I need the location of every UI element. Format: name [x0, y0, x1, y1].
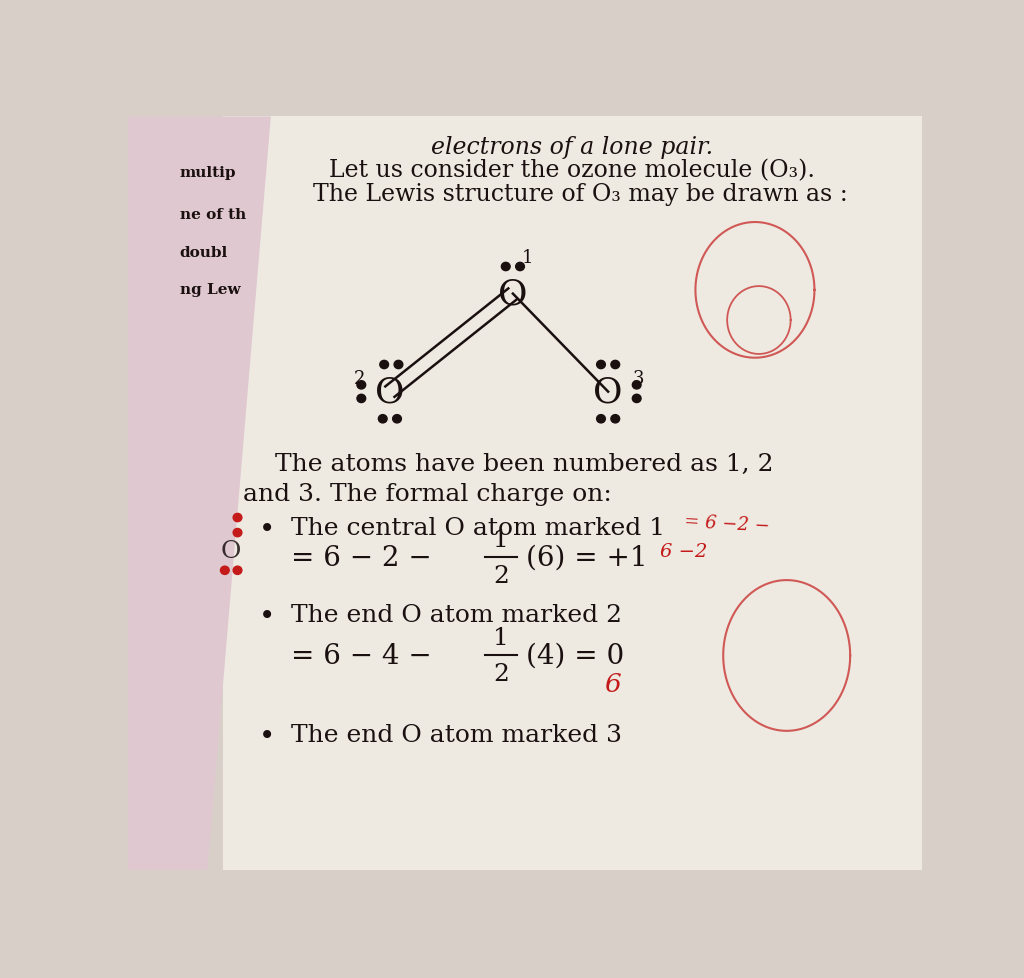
Text: 2: 2: [354, 370, 366, 387]
Text: The atoms have been numbered as 1, 2: The atoms have been numbered as 1, 2: [274, 453, 773, 475]
Text: (6) = +1: (6) = +1: [526, 545, 648, 571]
FancyBboxPatch shape: [223, 117, 922, 870]
Text: and 3. The formal charge on:: and 3. The formal charge on:: [243, 482, 612, 506]
Circle shape: [633, 381, 641, 389]
Text: 3: 3: [633, 370, 644, 387]
Text: 2: 2: [493, 564, 509, 588]
Circle shape: [611, 416, 620, 423]
Circle shape: [220, 566, 229, 575]
Circle shape: [597, 361, 605, 370]
Text: 2: 2: [493, 662, 509, 686]
Circle shape: [357, 395, 366, 403]
Text: O: O: [221, 539, 242, 562]
Circle shape: [392, 416, 401, 423]
Circle shape: [516, 263, 524, 271]
Circle shape: [357, 381, 366, 389]
Text: doubl: doubl: [179, 245, 227, 259]
Text: The end O atom marked 2: The end O atom marked 2: [291, 603, 622, 626]
Text: (4) = 0: (4) = 0: [526, 643, 625, 669]
Text: 6 −2: 6 −2: [659, 543, 708, 560]
Circle shape: [233, 513, 242, 522]
Text: •: •: [259, 603, 275, 630]
Text: The central O atom marked 1: The central O atom marked 1: [291, 516, 665, 540]
Text: 1: 1: [494, 626, 509, 649]
Text: The Lewis structure of O₃ may be drawn as :: The Lewis structure of O₃ may be drawn a…: [313, 183, 848, 205]
Text: O: O: [375, 376, 404, 409]
Text: The end O atom marked 3: The end O atom marked 3: [291, 724, 622, 746]
Text: O: O: [593, 376, 623, 409]
Text: ne of th: ne of th: [179, 207, 246, 222]
Text: 1: 1: [521, 249, 532, 267]
Circle shape: [379, 416, 387, 423]
Circle shape: [633, 395, 641, 403]
Circle shape: [597, 416, 605, 423]
Text: O: O: [498, 278, 527, 311]
Circle shape: [233, 529, 242, 537]
Text: •: •: [259, 516, 275, 544]
Circle shape: [380, 361, 388, 370]
Text: = 6 −2 −: = 6 −2 −: [684, 512, 770, 535]
Polygon shape: [128, 117, 270, 870]
Text: = 6 − 2 −: = 6 − 2 −: [291, 545, 431, 571]
Text: Let us consider the ozone molecule (O₃).: Let us consider the ozone molecule (O₃).: [330, 158, 815, 182]
Text: = 6 − 4 −: = 6 − 4 −: [291, 643, 431, 669]
Circle shape: [611, 361, 620, 370]
Text: ng Lew: ng Lew: [179, 283, 241, 297]
Text: •: •: [259, 724, 275, 750]
Circle shape: [233, 566, 242, 575]
Text: electrons of a lone pair.: electrons of a lone pair.: [431, 136, 714, 159]
Text: multip: multip: [179, 166, 237, 180]
Circle shape: [394, 361, 402, 370]
Text: 6: 6: [604, 671, 621, 695]
Circle shape: [502, 263, 510, 271]
Text: 1: 1: [494, 528, 509, 552]
